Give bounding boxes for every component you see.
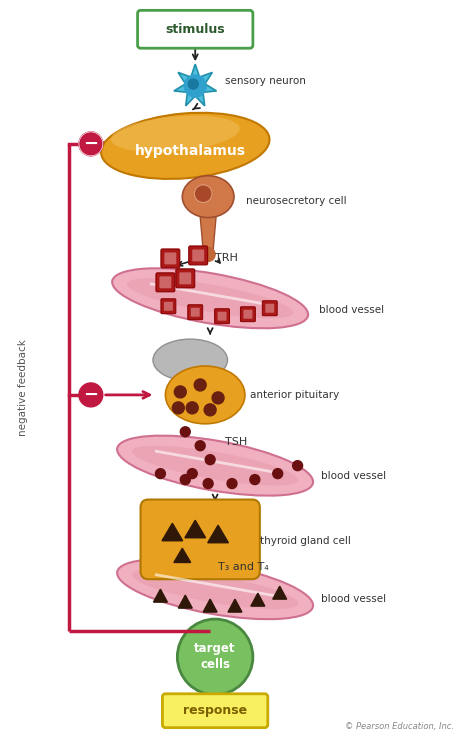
Text: response: response	[183, 704, 247, 717]
Circle shape	[250, 474, 260, 485]
Text: T₃ and T₄: T₃ and T₄	[218, 562, 269, 572]
Text: blood vessel: blood vessel	[321, 594, 387, 604]
Ellipse shape	[132, 569, 298, 609]
FancyBboxPatch shape	[161, 249, 180, 268]
Polygon shape	[200, 216, 216, 250]
Circle shape	[156, 468, 165, 479]
Circle shape	[201, 247, 215, 262]
Text: negative feedback: negative feedback	[18, 339, 28, 436]
FancyBboxPatch shape	[244, 310, 252, 319]
Ellipse shape	[153, 339, 227, 381]
FancyBboxPatch shape	[215, 309, 230, 324]
FancyBboxPatch shape	[263, 301, 277, 316]
FancyBboxPatch shape	[240, 307, 256, 322]
FancyBboxPatch shape	[192, 250, 204, 262]
FancyBboxPatch shape	[189, 246, 207, 265]
Text: −: −	[83, 386, 99, 404]
FancyBboxPatch shape	[191, 308, 200, 316]
Text: TSH: TSH	[225, 436, 247, 447]
FancyBboxPatch shape	[164, 302, 173, 310]
Text: © Pearson Education, Inc.: © Pearson Education, Inc.	[344, 722, 454, 731]
Polygon shape	[251, 593, 265, 606]
FancyBboxPatch shape	[138, 10, 253, 48]
Ellipse shape	[165, 366, 245, 424]
Circle shape	[194, 379, 206, 391]
Polygon shape	[228, 599, 242, 612]
Circle shape	[186, 402, 198, 413]
Text: sensory neuron: sensory neuron	[225, 76, 306, 86]
Ellipse shape	[127, 279, 294, 318]
Circle shape	[212, 392, 224, 404]
Circle shape	[79, 383, 103, 407]
Polygon shape	[153, 589, 168, 602]
Text: blood vessel: blood vessel	[319, 305, 385, 315]
Circle shape	[79, 132, 103, 156]
Circle shape	[177, 619, 253, 695]
FancyBboxPatch shape	[163, 694, 268, 728]
FancyBboxPatch shape	[164, 253, 176, 265]
Text: thyroid gland cell: thyroid gland cell	[260, 536, 350, 546]
FancyBboxPatch shape	[218, 312, 226, 321]
Text: blood vessel: blood vessel	[321, 471, 387, 481]
FancyBboxPatch shape	[179, 273, 191, 285]
FancyBboxPatch shape	[159, 276, 171, 288]
FancyBboxPatch shape	[265, 304, 274, 313]
Ellipse shape	[111, 116, 240, 152]
Text: anterior pituitary: anterior pituitary	[250, 390, 339, 400]
Polygon shape	[174, 64, 217, 106]
Text: TRH: TRH	[215, 253, 238, 263]
Circle shape	[205, 455, 215, 465]
Circle shape	[203, 479, 213, 488]
Text: hypothalamus: hypothalamus	[135, 144, 246, 158]
Circle shape	[273, 468, 283, 479]
Text: −: −	[83, 135, 99, 153]
Circle shape	[180, 474, 190, 485]
Ellipse shape	[117, 436, 313, 496]
Circle shape	[184, 75, 206, 97]
Circle shape	[194, 185, 212, 202]
FancyBboxPatch shape	[188, 305, 203, 319]
Polygon shape	[185, 520, 206, 538]
Circle shape	[180, 427, 190, 436]
Circle shape	[204, 404, 216, 416]
Polygon shape	[174, 548, 191, 562]
Polygon shape	[178, 595, 192, 608]
Ellipse shape	[101, 113, 269, 179]
Circle shape	[172, 402, 184, 413]
FancyBboxPatch shape	[141, 499, 260, 579]
Text: neurosecretory cell: neurosecretory cell	[246, 196, 346, 206]
Circle shape	[227, 479, 237, 488]
Circle shape	[188, 79, 198, 89]
Ellipse shape	[112, 268, 308, 328]
Text: stimulus: stimulus	[165, 23, 225, 36]
FancyBboxPatch shape	[176, 269, 195, 288]
Ellipse shape	[132, 445, 298, 485]
Circle shape	[187, 468, 197, 479]
Ellipse shape	[182, 176, 234, 218]
Text: target
cells: target cells	[194, 642, 236, 671]
Polygon shape	[162, 523, 183, 541]
Circle shape	[195, 441, 205, 451]
Circle shape	[175, 386, 186, 398]
Polygon shape	[203, 599, 217, 612]
FancyBboxPatch shape	[161, 299, 176, 313]
Polygon shape	[273, 586, 287, 599]
Polygon shape	[208, 525, 228, 542]
FancyBboxPatch shape	[156, 273, 175, 292]
Circle shape	[293, 461, 303, 471]
Ellipse shape	[117, 559, 313, 619]
